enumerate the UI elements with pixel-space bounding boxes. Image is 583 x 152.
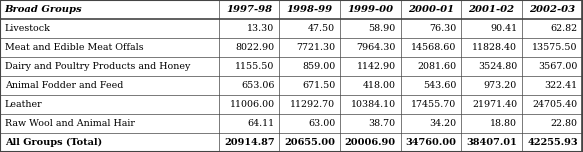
- Text: 38.70: 38.70: [368, 119, 396, 128]
- Text: 10384.10: 10384.10: [351, 100, 396, 109]
- Text: Dairy and Poultry Products and Honey: Dairy and Poultry Products and Honey: [5, 62, 190, 71]
- Text: 24705.40: 24705.40: [533, 100, 578, 109]
- Text: 543.60: 543.60: [423, 81, 456, 90]
- Text: 63.00: 63.00: [308, 119, 335, 128]
- Text: 58.90: 58.90: [368, 24, 396, 33]
- Text: 1998-99: 1998-99: [286, 5, 333, 14]
- Text: 1999-00: 1999-00: [347, 5, 394, 14]
- Text: 13575.50: 13575.50: [532, 43, 578, 52]
- Text: 11828.40: 11828.40: [472, 43, 517, 52]
- Text: 34.20: 34.20: [429, 119, 456, 128]
- Text: 38407.01: 38407.01: [466, 138, 517, 147]
- Text: 973.20: 973.20: [484, 81, 517, 90]
- Text: 14568.60: 14568.60: [411, 43, 456, 52]
- Text: 3567.00: 3567.00: [538, 62, 578, 71]
- Text: 42255.93: 42255.93: [527, 138, 578, 147]
- Text: 20655.00: 20655.00: [285, 138, 335, 147]
- Text: 47.50: 47.50: [308, 24, 335, 33]
- Text: 76.30: 76.30: [429, 24, 456, 33]
- Text: 418.00: 418.00: [363, 81, 396, 90]
- Text: 62.82: 62.82: [550, 24, 578, 33]
- Text: 1155.50: 1155.50: [235, 62, 275, 71]
- Text: 7721.30: 7721.30: [296, 43, 335, 52]
- Text: 11292.70: 11292.70: [290, 100, 335, 109]
- Text: 322.41: 322.41: [545, 81, 578, 90]
- Text: All Groups (Total): All Groups (Total): [5, 138, 102, 147]
- Text: 20914.87: 20914.87: [224, 138, 275, 147]
- Text: 671.50: 671.50: [302, 81, 335, 90]
- Text: 859.00: 859.00: [302, 62, 335, 71]
- Text: 17455.70: 17455.70: [411, 100, 456, 109]
- Text: Meat and Edible Meat Offals: Meat and Edible Meat Offals: [5, 43, 143, 52]
- Text: 21971.40: 21971.40: [472, 100, 517, 109]
- Text: Animal Fodder and Feed: Animal Fodder and Feed: [5, 81, 123, 90]
- Text: 11006.00: 11006.00: [230, 100, 275, 109]
- Text: 13.30: 13.30: [247, 24, 275, 33]
- Text: 18.80: 18.80: [490, 119, 517, 128]
- Text: Livestock: Livestock: [5, 24, 51, 33]
- Text: Raw Wool and Animal Hair: Raw Wool and Animal Hair: [5, 119, 135, 128]
- Text: 34760.00: 34760.00: [406, 138, 456, 147]
- Text: Leather: Leather: [5, 100, 43, 109]
- Text: 1142.90: 1142.90: [357, 62, 396, 71]
- Text: 2000-01: 2000-01: [408, 5, 454, 14]
- Text: 1997-98: 1997-98: [226, 5, 272, 14]
- Text: 20006.90: 20006.90: [345, 138, 396, 147]
- Text: 2081.60: 2081.60: [417, 62, 456, 71]
- Text: 2001-02: 2001-02: [468, 5, 515, 14]
- Text: 7964.30: 7964.30: [356, 43, 396, 52]
- Text: 22.80: 22.80: [551, 119, 578, 128]
- Text: 653.06: 653.06: [241, 81, 275, 90]
- Text: 3524.80: 3524.80: [478, 62, 517, 71]
- Text: 64.11: 64.11: [247, 119, 275, 128]
- Text: Broad Groups: Broad Groups: [5, 5, 82, 14]
- Text: 2002-03: 2002-03: [529, 5, 575, 14]
- Text: 8022.90: 8022.90: [236, 43, 275, 52]
- Text: 90.41: 90.41: [490, 24, 517, 33]
